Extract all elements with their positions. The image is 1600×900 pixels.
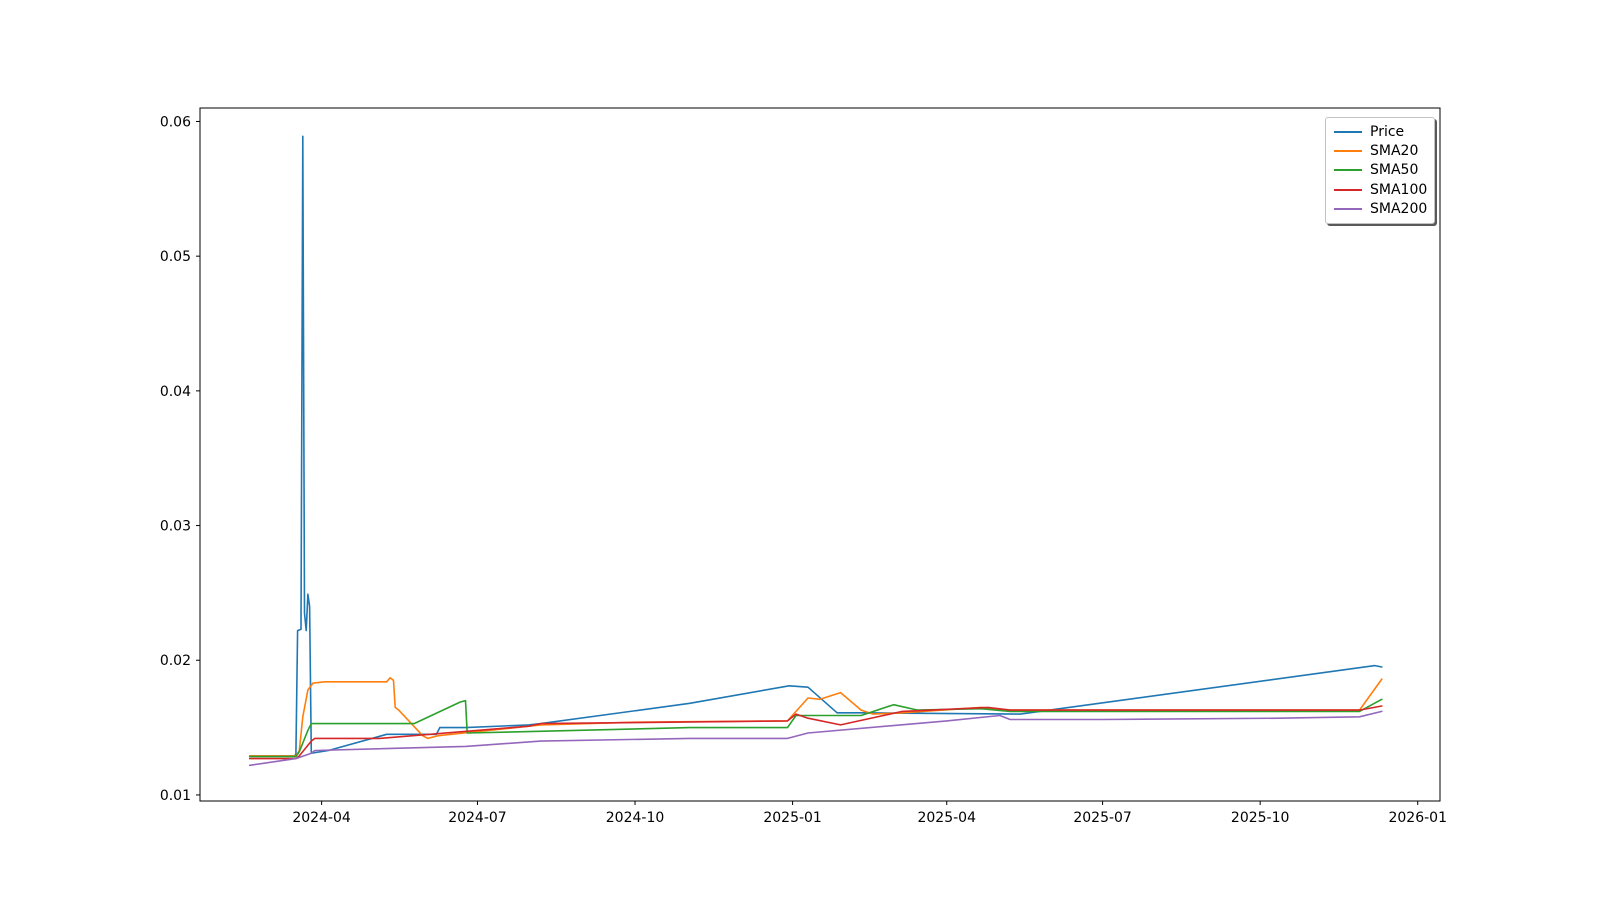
sma20-line-sample [1334, 150, 1362, 153]
y-tick-label: 0.05 [160, 249, 191, 265]
legend-entry-sma200: SMA200 [1334, 200, 1428, 217]
y-tick-label: 0.02 [160, 653, 191, 669]
y-tick-label: 0.04 [160, 384, 191, 400]
series-line-sma20 [248, 676, 1383, 757]
legend-label-sma200: SMA200 [1370, 200, 1428, 217]
x-tick-label: 2025-01 [763, 810, 822, 826]
sma50-line-sample [1334, 169, 1362, 172]
y-tick-label: 0.06 [160, 114, 191, 130]
legend-entry-sma100: SMA100 [1334, 181, 1428, 198]
y-axis: 0.01 0.02 0.03 0.04 0.05 0.06 [160, 114, 200, 804]
series-lines [248, 135, 1383, 767]
x-tick-label: 2025-07 [1073, 810, 1132, 826]
x-tick-label: 2025-10 [1231, 810, 1290, 826]
legend-label-sma50: SMA50 [1370, 162, 1419, 179]
legend-entry-price: Price [1334, 124, 1426, 140]
legend-entry-sma50: SMA50 [1334, 162, 1426, 178]
plot-border [199, 107, 1441, 802]
legend-label-price: Price [1370, 124, 1405, 141]
y-tick-label: 0.01 [160, 788, 191, 804]
x-tick-label: 2026-01 [1388, 810, 1447, 826]
series-line-price [248, 135, 1383, 757]
sma100-line-sample [1334, 188, 1362, 191]
x-tick-label: 2024-10 [606, 810, 665, 826]
series-line-sma200 [248, 710, 1383, 767]
legend-label-sma20: SMA20 [1370, 143, 1419, 160]
x-tick-label: 2024-07 [448, 810, 507, 826]
x-axis: 2024-04 2024-07 2024-10 2025-01 2025-04 2025-… [292, 801, 1447, 826]
legend-label-sma100: SMA100 [1370, 181, 1428, 198]
legend: Price SMA20 SMA50 SMA100 SMA200 [1325, 117, 1435, 224]
x-tick-label: 2025-04 [917, 810, 976, 826]
x-tick-label: 2024-04 [292, 810, 351, 826]
sma200-line-sample [1334, 207, 1362, 210]
legend-entry-sma20: SMA20 [1334, 143, 1426, 159]
y-tick-label: 0.03 [160, 519, 191, 535]
price-line-sample [1334, 131, 1362, 134]
series-line-sma100 [248, 705, 1383, 760]
